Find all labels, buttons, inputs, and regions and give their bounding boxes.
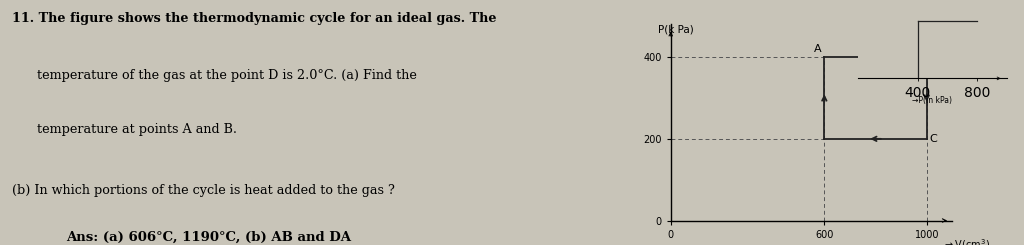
Text: P(k Pa): P(k Pa)	[658, 25, 693, 35]
Text: temperature at points A and B.: temperature at points A and B.	[37, 122, 237, 135]
Text: (b) In which portions of the cycle is heat added to the gas ?: (b) In which portions of the cycle is he…	[12, 184, 395, 197]
Text: Ans: (a) 606°C, 1190°C, (b) AB and DA: Ans: (a) 606°C, 1190°C, (b) AB and DA	[67, 230, 351, 243]
Text: temperature of the gas at the point D is 2.0°C. (a) Find the: temperature of the gas at the point D is…	[37, 69, 417, 82]
Text: C: C	[930, 134, 938, 144]
Text: A: A	[814, 44, 821, 54]
Text: B: B	[930, 44, 937, 54]
Text: 11. The figure shows the thermodynamic cycle for an ideal gas. The: 11. The figure shows the thermodynamic c…	[12, 12, 497, 25]
Text: →P(in kPa): →P(in kPa)	[912, 96, 952, 105]
Text: $\rightarrow$V(cm$^3$): $\rightarrow$V(cm$^3$)	[943, 238, 990, 245]
